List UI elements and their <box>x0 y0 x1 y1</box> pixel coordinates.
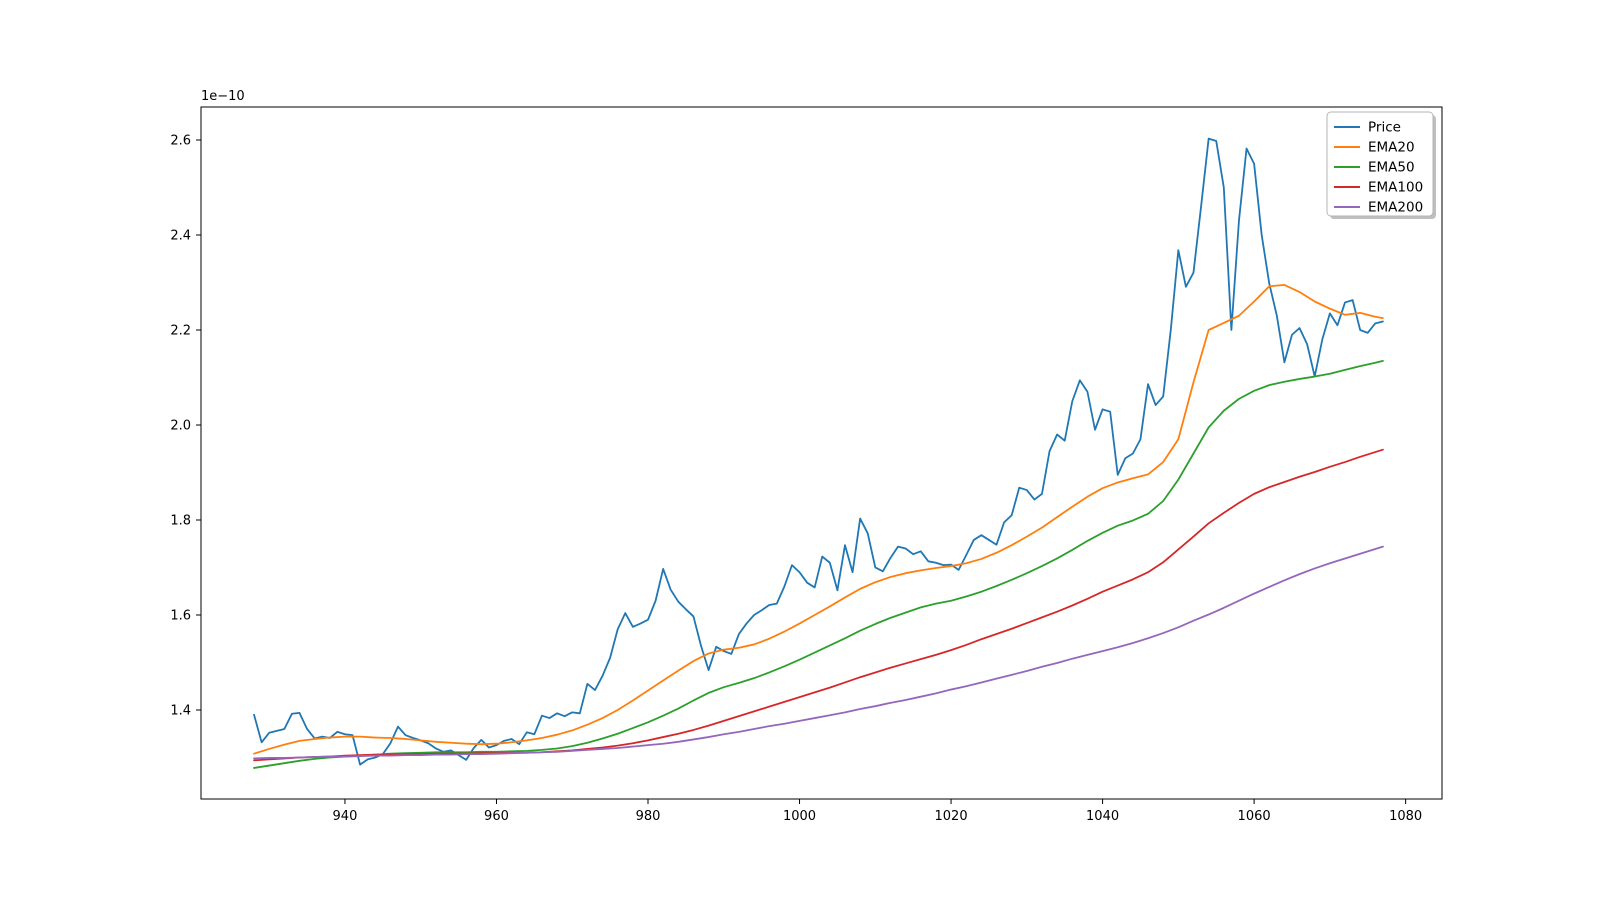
ema100-line <box>253 448 1384 762</box>
axes-layer: 940 960 980 1000 1020 1040 1060 1080 1.4 1.6 1.8 2.… <box>170 106 1443 824</box>
legend: Price EMA20 EMA50 EMA100 EMA200 <box>1326 111 1436 219</box>
legend-item-ema100: EMA100 <box>1334 180 1423 196</box>
price-line <box>253 137 1384 766</box>
y-tick-label: 2.2 <box>170 324 191 339</box>
legend-label: EMA100 <box>1368 180 1423 196</box>
ema50-line <box>253 359 1384 769</box>
legend-label: Price <box>1368 120 1401 136</box>
x-tick-label: 1060 <box>1238 809 1271 824</box>
legend-label: EMA20 <box>1368 140 1415 156</box>
y-tick-label: 1.4 <box>170 703 191 718</box>
x-tick-label: 1080 <box>1389 809 1422 824</box>
y-tick-label: 1.6 <box>170 608 191 623</box>
ema20-line <box>253 283 1384 755</box>
legend-item-ema200: EMA200 <box>1334 200 1423 216</box>
y-tick-label: 1.8 <box>170 513 191 528</box>
x-tick-label: 1020 <box>935 809 968 824</box>
legend-label: EMA50 <box>1368 160 1415 176</box>
y-tick-label: 2.0 <box>170 418 191 433</box>
legend-item-price: Price <box>1334 120 1401 136</box>
legend-item-ema20: EMA20 <box>1334 140 1415 156</box>
x-tick-label: 1000 <box>783 809 816 824</box>
legend-item-ema50: EMA50 <box>1334 160 1415 176</box>
axes-spine <box>200 106 1443 800</box>
y-tick-label: 2.4 <box>170 229 191 244</box>
legend-label: EMA200 <box>1368 200 1423 216</box>
series-layer <box>253 137 1384 769</box>
x-tick-label: 960 <box>484 809 509 824</box>
y-tick-label: 2.6 <box>170 134 191 149</box>
x-tick-label: 1040 <box>1086 809 1119 824</box>
x-tick-label: 980 <box>636 809 661 824</box>
legend-box <box>1326 111 1434 217</box>
x-tick-label: 940 <box>333 809 358 824</box>
ema200-line <box>253 545 1384 760</box>
axis-offset-label: 1e−10 <box>201 89 245 104</box>
